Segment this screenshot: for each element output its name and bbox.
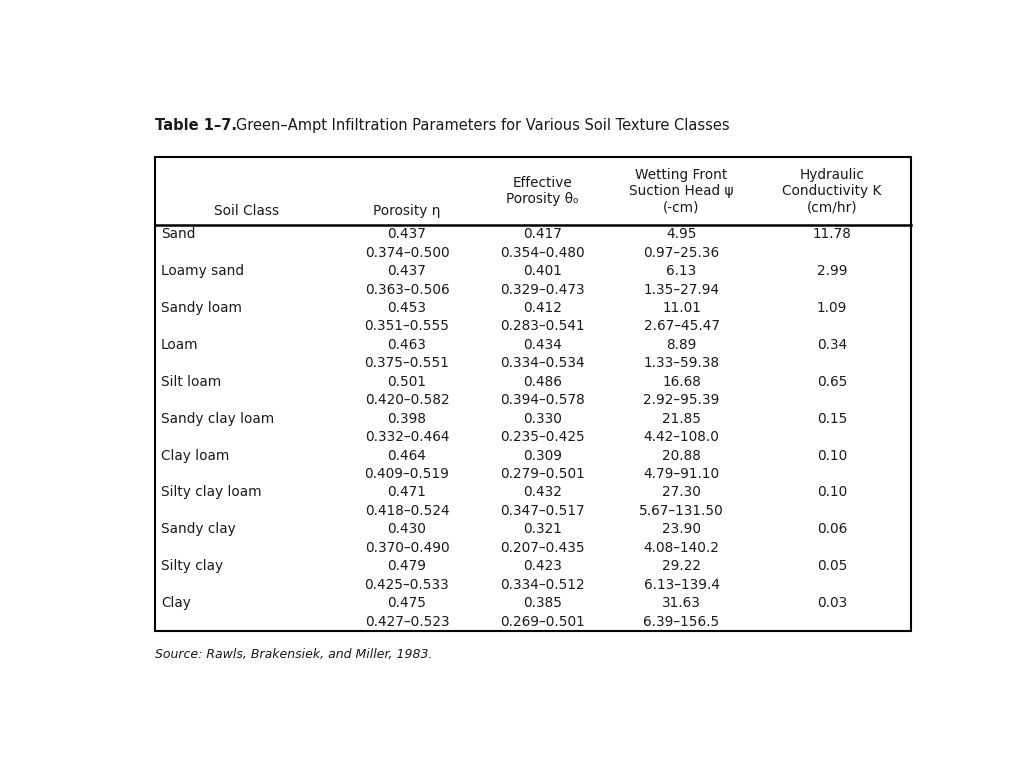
Text: 0.351–0.555: 0.351–0.555 [365,320,450,333]
Text: 0.309: 0.309 [523,449,562,462]
Text: 0.354–0.480: 0.354–0.480 [500,246,584,259]
Text: Loam: Loam [161,338,198,352]
Text: 0.330: 0.330 [523,412,562,426]
Text: 0.347–0.517: 0.347–0.517 [500,504,584,518]
Text: 0.207–0.435: 0.207–0.435 [500,541,584,555]
Text: 0.409–0.519: 0.409–0.519 [365,467,450,481]
Text: 0.370–0.490: 0.370–0.490 [365,541,449,555]
Text: 0.34: 0.34 [816,338,847,352]
Text: 5.67–131.50: 5.67–131.50 [639,504,724,518]
Text: 0.374–0.500: 0.374–0.500 [365,246,449,259]
Text: 0.434: 0.434 [523,338,562,352]
Text: 0.430: 0.430 [387,523,426,536]
Text: Silty clay loam: Silty clay loam [161,485,262,500]
Text: 0.269–0.501: 0.269–0.501 [500,615,584,629]
Text: 0.97–25.36: 0.97–25.36 [644,246,720,259]
Text: 4.79–91.10: 4.79–91.10 [644,467,720,481]
Text: 0.401: 0.401 [523,264,562,278]
Text: 0.394–0.578: 0.394–0.578 [500,393,584,407]
Text: Silty clay: Silty clay [161,559,223,573]
Text: Clay: Clay [161,596,191,610]
Text: 0.363–0.506: 0.363–0.506 [365,282,449,297]
Text: 0.329–0.473: 0.329–0.473 [500,282,584,297]
Text: 1.33–59.38: 1.33–59.38 [644,356,720,370]
Text: 8.89: 8.89 [667,338,696,352]
Text: Wetting Front
Suction Head ψ
(-cm): Wetting Front Suction Head ψ (-cm) [630,168,734,214]
Text: 0.486: 0.486 [523,375,562,389]
Text: 0.385: 0.385 [523,596,562,610]
Text: 0.06: 0.06 [816,523,847,536]
Bar [155,157,911,631]
Text: Hydraulic
Conductivity K
(cm/hr): Hydraulic Conductivity K (cm/hr) [783,168,881,214]
Text: 0.334–0.534: 0.334–0.534 [500,356,584,370]
Text: 0.15: 0.15 [816,412,847,426]
Text: 0.332–0.464: 0.332–0.464 [365,430,449,444]
Text: 4.08–140.2: 4.08–140.2 [644,541,720,555]
Text: Green–Ampt Infiltration Parameters for Various Soil Texture Classes: Green–Ampt Infiltration Parameters for V… [222,118,730,133]
Text: 2.92–95.39: 2.92–95.39 [643,393,720,407]
Text: 0.321: 0.321 [523,523,562,536]
Text: 0.464: 0.464 [387,449,426,462]
Text: 0.420–0.582: 0.420–0.582 [365,393,449,407]
Text: 0.471: 0.471 [387,485,426,500]
Text: Sand: Sand [161,227,195,241]
Text: 0.432: 0.432 [523,485,562,500]
Text: Source: Rawls, Brakensiek, and Miller, 1983.: Source: Rawls, Brakensiek, and Miller, 1… [155,648,432,661]
Text: 0.417: 0.417 [523,227,562,241]
Text: 0.65: 0.65 [816,375,847,389]
Text: Silt loam: Silt loam [161,375,221,389]
Text: 0.03: 0.03 [816,596,847,610]
Text: 0.437: 0.437 [387,227,426,241]
Text: 11.78: 11.78 [812,227,851,241]
Text: Effective
Porosity θₒ: Effective Porosity θₒ [506,176,578,206]
Text: 20.88: 20.88 [662,449,701,462]
Text: 0.418–0.524: 0.418–0.524 [365,504,449,518]
Text: 0.375–0.551: 0.375–0.551 [365,356,450,370]
Text: 0.334–0.512: 0.334–0.512 [500,578,584,592]
Text: 0.463: 0.463 [387,338,426,352]
Text: 0.479: 0.479 [387,559,426,573]
Text: 11.01: 11.01 [662,301,701,315]
Text: 0.437: 0.437 [387,264,426,278]
Text: 1.09: 1.09 [816,301,847,315]
Text: 4.42–108.0: 4.42–108.0 [644,430,720,444]
Text: 0.10: 0.10 [816,449,847,462]
Text: 0.05: 0.05 [816,559,847,573]
Text: Clay loam: Clay loam [161,449,229,462]
Text: 6.39–156.5: 6.39–156.5 [644,615,720,629]
Text: 0.475: 0.475 [387,596,426,610]
Text: 29.22: 29.22 [662,559,701,573]
Text: 23.90: 23.90 [662,523,701,536]
Text: 0.279–0.501: 0.279–0.501 [500,467,584,481]
Text: 1.35–27.94: 1.35–27.94 [644,282,720,297]
Text: 16.68: 16.68 [662,375,701,389]
Text: 0.10: 0.10 [816,485,847,500]
Text: 27.30: 27.30 [662,485,701,500]
Text: 0.425–0.533: 0.425–0.533 [365,578,450,592]
Text: 0.412: 0.412 [523,301,562,315]
Text: 31.63: 31.63 [662,596,701,610]
Text: Loamy sand: Loamy sand [161,264,244,278]
Text: 4.95: 4.95 [667,227,696,241]
Text: 0.235–0.425: 0.235–0.425 [500,430,584,444]
Text: Porosity η: Porosity η [373,204,441,218]
Text: 6.13–139.4: 6.13–139.4 [644,578,720,592]
Text: 2.67–45.47: 2.67–45.47 [644,320,720,333]
Text: 0.423: 0.423 [523,559,562,573]
Text: 2.99: 2.99 [816,264,847,278]
Text: 0.427–0.523: 0.427–0.523 [365,615,449,629]
Text: Table 1–7.: Table 1–7. [155,118,236,133]
Text: 0.501: 0.501 [387,375,426,389]
Text: Sandy loam: Sandy loam [161,301,242,315]
Text: 0.283–0.541: 0.283–0.541 [500,320,584,333]
Text: 0.453: 0.453 [387,301,426,315]
Text: 6.13: 6.13 [667,264,696,278]
Text: Sandy clay: Sandy clay [161,523,236,536]
Text: Soil Class: Soil Class [215,204,279,218]
Text: 21.85: 21.85 [662,412,701,426]
Text: 0.398: 0.398 [387,412,426,426]
Text: Sandy clay loam: Sandy clay loam [161,412,274,426]
